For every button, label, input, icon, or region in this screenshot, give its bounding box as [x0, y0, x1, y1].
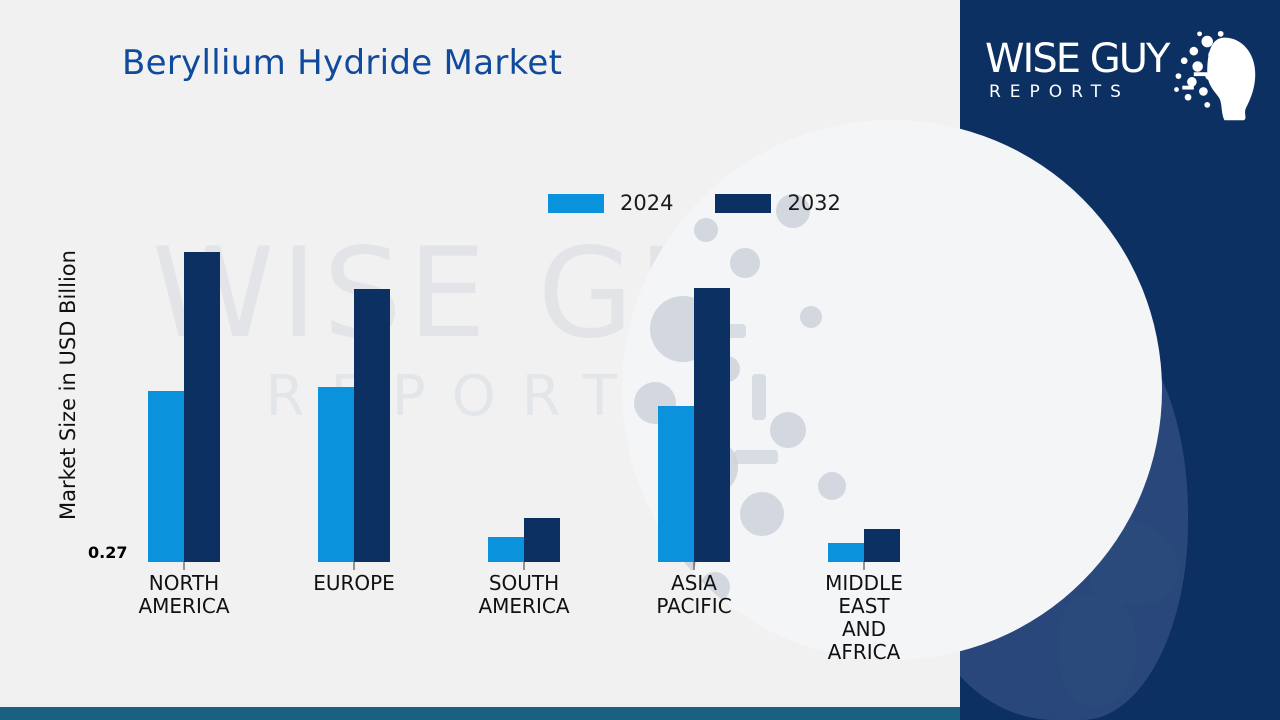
brand-logo: WISE GUY REPORTS — [985, 30, 1256, 122]
bar-group-europe: EUROPE — [284, 160, 424, 595]
bar-2024-europe[interactable] — [318, 387, 354, 562]
bar-2024-asia-pacific[interactable] — [658, 406, 694, 562]
x-tick-asia-pacific — [693, 562, 695, 570]
x-label-south-america: SOUTH AMERICA — [478, 571, 570, 618]
x-label-middle-east-and-africa: MIDDLE EAST AND AFRICA — [825, 571, 903, 664]
x-label-asia-pacific: ASIA PACIFIC — [656, 571, 732, 618]
legend-label-2032: 2032 — [787, 191, 841, 215]
bar-2032-north-america[interactable] — [184, 252, 220, 562]
bar-2024-north-america[interactable]: 0.27 — [88, 391, 184, 562]
bar-group-north-america: 0.27 NORTH AMERICA — [88, 160, 254, 618]
bottom-accent-strip — [0, 707, 960, 720]
bar-group-south-america: SOUTH AMERICA — [454, 160, 594, 618]
head-profile-icon — [1174, 30, 1256, 121]
bar-2032-europe[interactable] — [354, 289, 390, 562]
logo-secondary-text: REPORTS — [989, 82, 1130, 102]
bar-2032-asia-pacific[interactable] — [694, 288, 730, 562]
x-tick-south-america — [523, 562, 525, 570]
chart-legend: 2024 2032 — [548, 193, 841, 214]
logo-primary-text: WISE GUY — [985, 36, 1170, 82]
legend-swatch-2032 — [715, 194, 772, 213]
bar-value-label-north-america-2024: 0.27 — [88, 543, 128, 562]
bar-2024-south-america[interactable] — [488, 537, 524, 562]
chart: Market Size in USD Billion 2024 2032 0.2… — [56, 160, 938, 664]
x-tick-europe — [353, 562, 355, 570]
decorative-circle — [622, 120, 1162, 660]
legend-label-2024: 2024 — [620, 191, 674, 215]
bar-group-asia-pacific: ASIA PACIFIC — [624, 160, 764, 618]
bar-2032-middle-east-and-africa[interactable] — [864, 529, 900, 562]
legend-item-2024[interactable]: 2024 — [548, 193, 673, 214]
page-title: Beryllium Hydride Market — [122, 43, 563, 83]
x-tick-north-america — [183, 562, 185, 570]
legend-item-2032[interactable]: 2032 — [715, 191, 841, 215]
x-tick-middle-east-and-africa — [863, 562, 865, 570]
y-axis-label: Market Size in USD Billion — [56, 250, 80, 520]
x-label-europe: EUROPE — [313, 571, 395, 595]
panel-head-chin-shape — [1060, 596, 1136, 706]
bar-group-middle-east-and-africa: MIDDLE EAST AND AFRICA — [794, 160, 934, 664]
x-label-north-america: NORTH AMERICA — [138, 571, 230, 618]
legend-swatch-2024 — [548, 194, 604, 213]
plot-area: 0.27 NORTH AMERICA EUROPE — [88, 160, 938, 664]
bar-2032-south-america[interactable] — [524, 518, 560, 562]
bar-2024-middle-east-and-africa[interactable] — [828, 543, 864, 562]
